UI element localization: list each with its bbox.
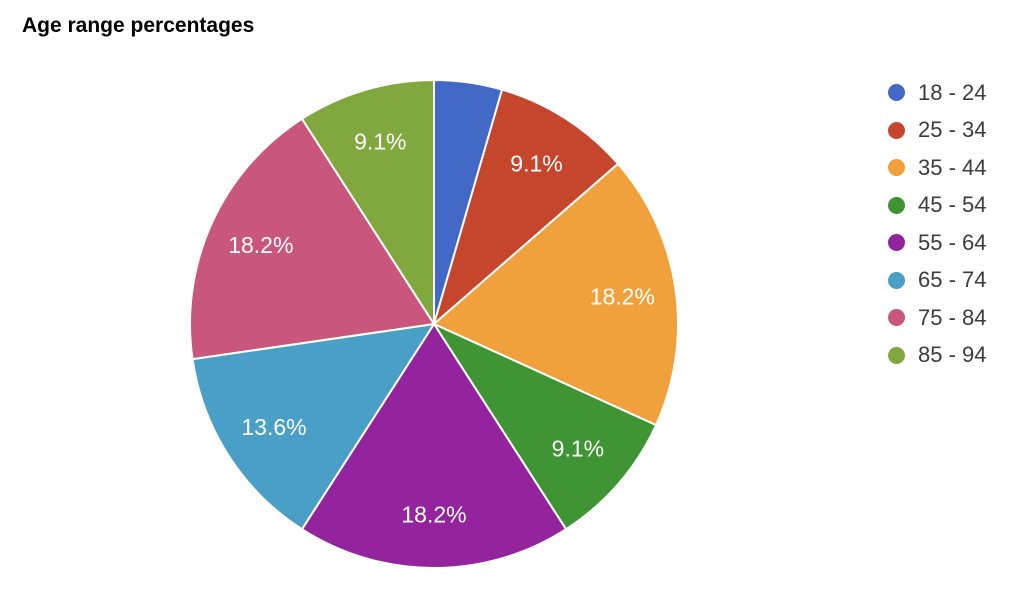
pie-slice-85-94[interactable] <box>300 79 435 325</box>
legend-color-dot-icon <box>888 271 905 289</box>
legend-color-dot-icon <box>888 346 905 364</box>
legend-item-75-84[interactable]: 75 - 84 <box>888 299 987 337</box>
legend-item-25-34[interactable]: 25 - 34 <box>888 112 987 150</box>
pie-slice-75-84[interactable] <box>189 117 435 361</box>
legend-color-dot-icon <box>888 309 905 327</box>
pie-slice-65-74[interactable] <box>191 323 435 531</box>
legend-label: 85 - 94 <box>918 342 987 368</box>
pie-slice-45-54[interactable] <box>433 323 658 531</box>
legend-label: 55 - 64 <box>918 229 987 255</box>
legend-item-45-54[interactable]: 45 - 54 <box>888 187 987 225</box>
legend-label: 35 - 44 <box>918 154 987 180</box>
legend-label: 25 - 34 <box>918 117 987 143</box>
legend-color-dot-icon <box>888 121 905 139</box>
legend-item-85-94[interactable]: 85 - 94 <box>888 337 987 375</box>
legend-item-35-44[interactable]: 35 - 44 <box>888 149 987 187</box>
pie-slice-35-44[interactable] <box>433 162 679 427</box>
legend-color-dot-icon <box>888 84 905 102</box>
legend-item-65-74[interactable]: 65 - 74 <box>888 262 987 300</box>
legend-label: 75 - 84 <box>918 304 987 330</box>
legend-item-55-64[interactable]: 55 - 64 <box>888 224 987 262</box>
legend-color-dot-icon <box>888 234 905 252</box>
pie-slice-25-34[interactable] <box>433 88 620 325</box>
pie-slice-55-64[interactable] <box>300 323 568 569</box>
legend-label: 45 - 54 <box>918 192 987 218</box>
chart-title: Age range percentages <box>22 14 255 37</box>
legend-color-dot-icon <box>888 196 905 214</box>
legend: 18 - 24 25 - 34 35 - 44 45 - 54 55 - 64 65 - … <box>888 74 987 374</box>
legend-label: 18 - 24 <box>918 79 987 105</box>
legend-item-18-24[interactable]: 18 - 24 <box>888 74 987 112</box>
legend-color-dot-icon <box>888 159 905 177</box>
legend-label: 65 - 74 <box>918 267 987 293</box>
